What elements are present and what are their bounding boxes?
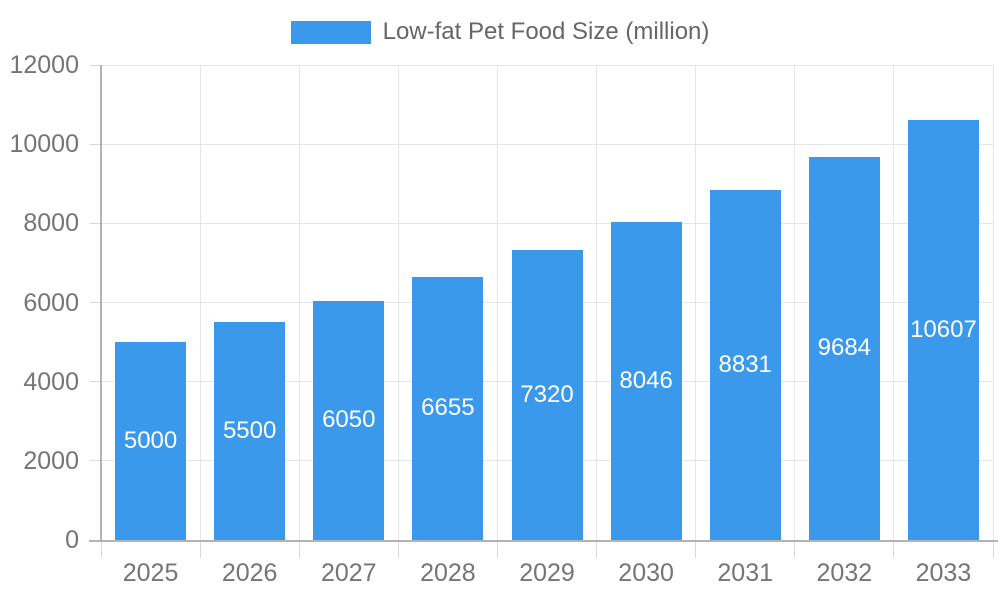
gridline-vertical <box>893 65 895 540</box>
y-axis-label: 2000 <box>23 446 79 475</box>
y-axis-label: 10000 <box>9 130 79 159</box>
x-axis-tick <box>794 540 796 558</box>
gridline-horizontal <box>101 64 993 66</box>
bar-value-label: 8831 <box>718 351 772 379</box>
gridline-vertical <box>992 65 994 540</box>
y-axis-label: 4000 <box>23 367 79 396</box>
gridline-vertical <box>794 65 796 540</box>
y-axis-label: 0 <box>65 526 79 554</box>
gridline-vertical <box>397 65 399 540</box>
bar-value-label: 6655 <box>421 394 475 422</box>
bar-value-label: 6050 <box>322 406 376 434</box>
bar-value-label: 8046 <box>619 366 673 394</box>
gridline-vertical <box>199 65 201 540</box>
y-axis-label: 6000 <box>23 288 79 317</box>
bar-value-label: 5500 <box>222 417 277 445</box>
y-axis-tick <box>90 302 101 303</box>
x-axis-label: 2029 <box>519 559 575 587</box>
x-axis-label: 2028 <box>420 559 476 587</box>
gridline-horizontal <box>101 143 993 145</box>
gridline-vertical <box>298 65 300 540</box>
gridline-vertical <box>496 65 498 540</box>
x-axis-tick <box>893 540 895 558</box>
gridline-horizontal <box>101 222 993 224</box>
x-axis-tick <box>496 540 498 558</box>
legend-label: Low-fat Pet Food Size (million) <box>382 18 710 45</box>
x-axis-label: 2030 <box>618 559 674 587</box>
bar[interactable] <box>907 120 979 540</box>
gridline-vertical <box>596 65 598 540</box>
y-axis-tick <box>90 64 101 66</box>
x-axis-label: 2031 <box>717 559 774 587</box>
bar[interactable] <box>709 190 781 540</box>
x-axis-label: 2027 <box>320 559 377 587</box>
x-axis-tick <box>199 540 201 558</box>
x-axis-tick <box>397 540 399 558</box>
y-axis-label: 12000 <box>9 51 79 79</box>
x-axis-tick <box>596 540 598 558</box>
gridline-vertical <box>695 65 697 540</box>
bar-value-label: 7320 <box>520 381 574 409</box>
y-axis-line <box>100 65 102 540</box>
y-axis-tick <box>90 222 101 224</box>
x-axis-label: 2025 <box>122 559 179 587</box>
bar[interactable] <box>115 342 187 540</box>
x-axis-label: 2032 <box>816 559 873 587</box>
bar[interactable] <box>511 250 583 540</box>
y-axis-label: 8000 <box>23 209 79 238</box>
x-axis-tick <box>992 540 994 558</box>
bar-value-label: 10607 <box>910 316 977 344</box>
x-axis-label: 2026 <box>221 559 278 587</box>
plot-area: 0 2000 4000 6000 8000 10000 12000 5000 2025 5500 2… <box>9 51 998 587</box>
x-axis-line <box>89 540 998 542</box>
x-axis-tick <box>695 540 697 558</box>
bar-value-label: 5000 <box>123 427 178 455</box>
x-axis-tick <box>100 540 102 558</box>
chart-legend[interactable]: Low-fat Pet Food Size (million) <box>0 18 1000 46</box>
y-axis-tick <box>90 143 101 145</box>
x-axis-tick <box>298 540 300 558</box>
bar[interactable] <box>412 276 484 540</box>
x-axis-label: 2033 <box>915 559 972 587</box>
y-axis-tick <box>90 460 101 462</box>
bar-value-label: 9684 <box>817 334 872 362</box>
y-axis-tick <box>90 381 101 383</box>
bar[interactable] <box>610 221 682 540</box>
bar[interactable] <box>313 300 385 540</box>
bar[interactable] <box>214 322 286 540</box>
legend-swatch <box>290 20 371 44</box>
bar[interactable] <box>808 156 880 540</box>
